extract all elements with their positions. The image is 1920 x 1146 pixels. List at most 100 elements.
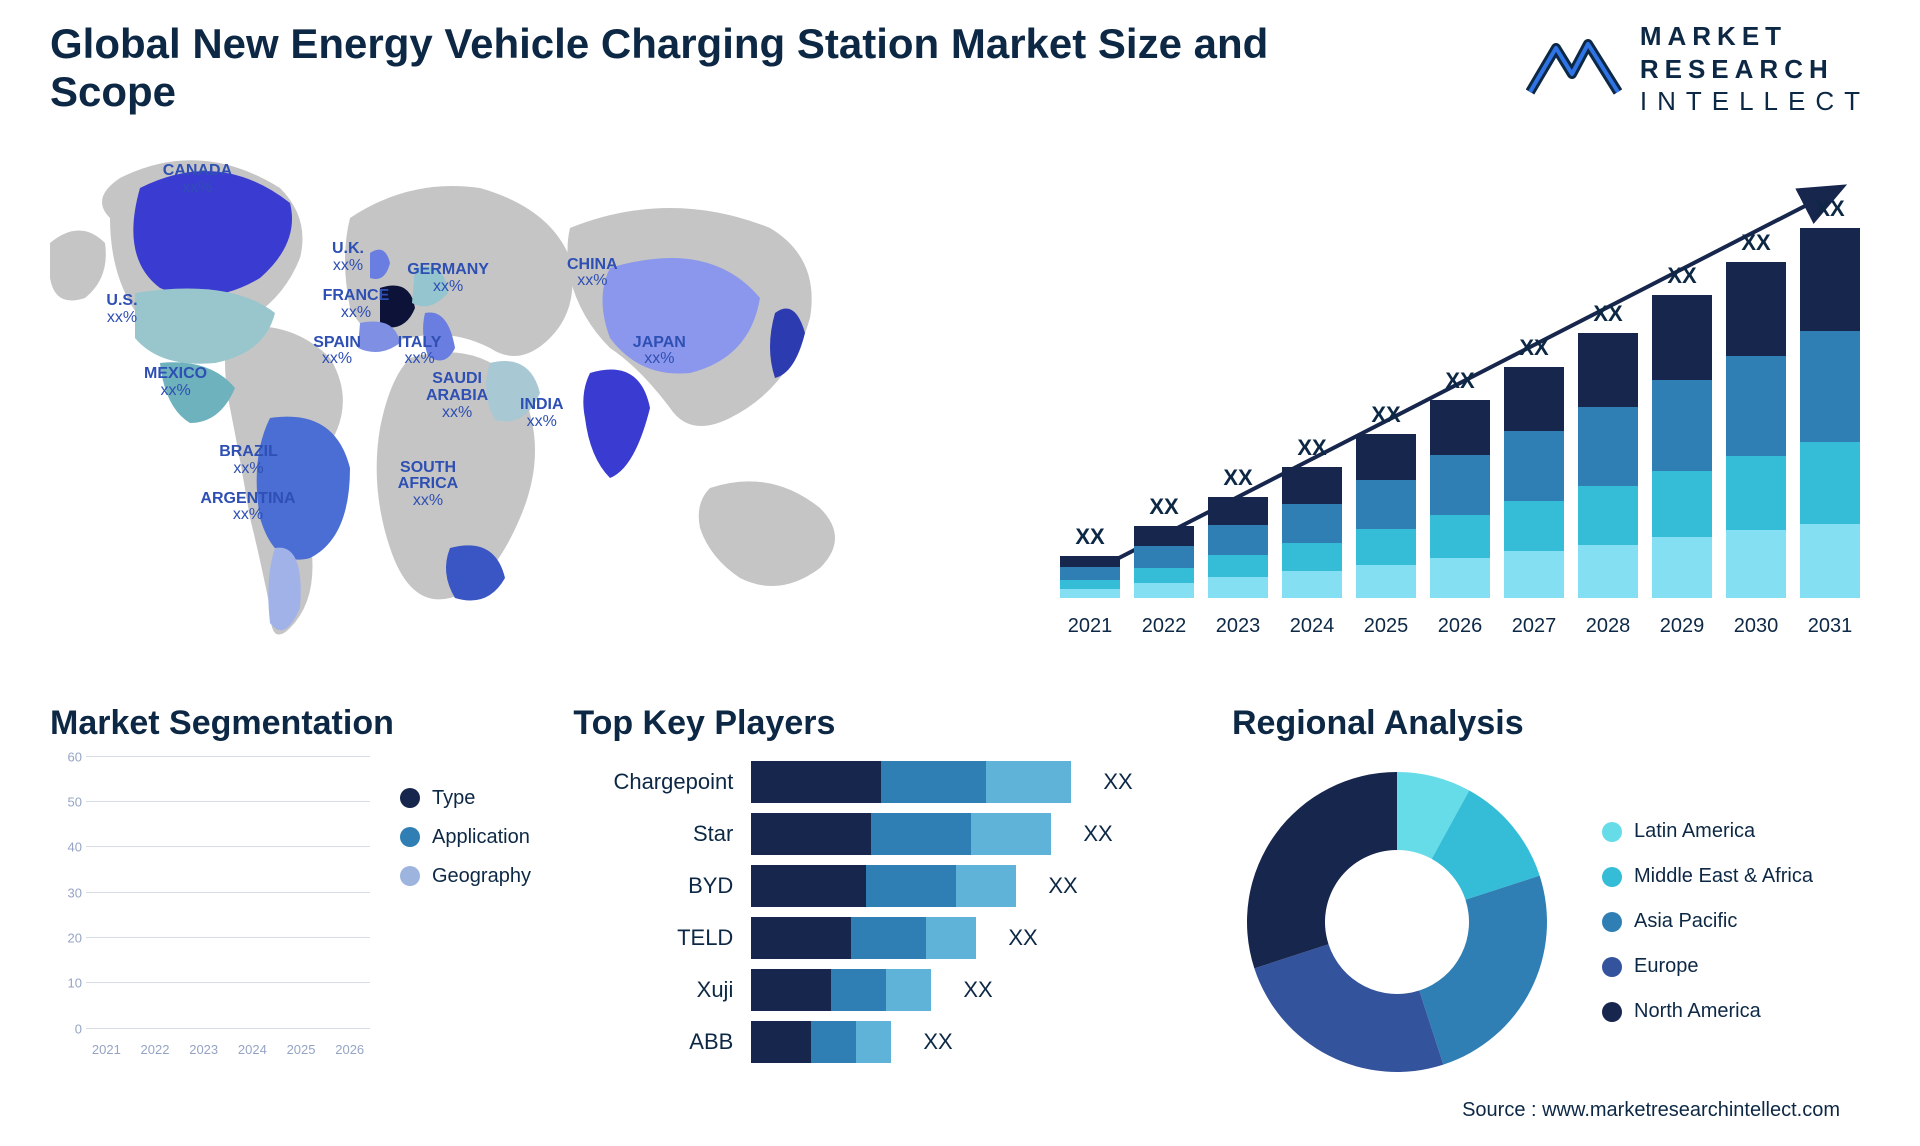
logo-line3: INTELLECT: [1640, 85, 1870, 118]
forecast-bar-value: XX: [1815, 196, 1844, 222]
legend-label: Middle East & Africa: [1634, 865, 1813, 888]
player-bar-segment: [866, 865, 956, 907]
legend-swatch: [400, 788, 420, 808]
forecast-bar-segment: [1282, 467, 1342, 503]
regional-legend: Latin AmericaMiddle East & AfricaAsia Pa…: [1602, 820, 1813, 1023]
forecast-xlabel: 2026: [1430, 615, 1490, 638]
forecast-xlabel: 2022: [1134, 615, 1194, 638]
forecast-bar-segment: [1504, 501, 1564, 552]
forecast-bar-segment: [1356, 565, 1416, 598]
regional-analysis-panel: Regional Analysis Latin America Middle Ea…: [1232, 704, 1870, 1087]
key-players-title: Top Key Players: [573, 704, 1192, 743]
legend-swatch: [1602, 822, 1622, 842]
player-bar-segment: [751, 761, 881, 803]
forecast-bar: XX: [1208, 465, 1268, 598]
legend-swatch: [1602, 957, 1622, 977]
seg-ytick: 30: [68, 885, 82, 900]
map-label-pct: xx%: [323, 305, 390, 322]
player-bar-segment: [886, 969, 931, 1011]
player-bar-segment: [871, 813, 971, 855]
map-label-name: CANADA: [163, 162, 232, 179]
page-title: Global New Energy Vehicle Charging Stati…: [50, 20, 1350, 117]
forecast-xlabel: 2024: [1282, 615, 1342, 638]
forecast-bar-segment: [1060, 580, 1120, 589]
player-bar-segment: [831, 969, 886, 1011]
map-label-pct: xx%: [567, 273, 618, 290]
map-country-india: [583, 369, 650, 477]
map-label-pct: xx%: [200, 507, 295, 524]
map-label-name: JAPAN: [633, 334, 686, 351]
player-bar-segment: [986, 761, 1071, 803]
map-label-name: MEXICO: [144, 365, 207, 382]
legend-item: Application: [400, 826, 531, 849]
map-label-pct: xx%: [332, 258, 364, 275]
map-label-argentina: ARGENTINAxx%: [200, 491, 295, 525]
map-label-pct: xx%: [407, 279, 489, 296]
forecast-bar-segment: [1504, 367, 1564, 432]
forecast-xlabel: 2027: [1504, 615, 1564, 638]
regional-donut: [1232, 757, 1562, 1087]
market-size-chart: XXXXXXXXXXXXXXXXXXXXXX 20212022202320242…: [1050, 148, 1870, 638]
forecast-xlabel: 2021: [1060, 615, 1120, 638]
segmentation-title: Market Segmentation: [50, 704, 533, 743]
map-label-brazil: BRAZILxx%: [219, 444, 278, 478]
forecast-bar-segment: [1430, 558, 1490, 597]
map-label-safrica: SOUTHAFRICAxx%: [398, 460, 458, 510]
map-label-pct: xx%: [219, 461, 278, 478]
map-label-name: GERMANY: [407, 261, 489, 278]
forecast-bar: XX: [1652, 263, 1712, 597]
donut-slice: [1247, 772, 1397, 968]
map-label-france: FRANCExx%: [323, 288, 390, 322]
player-name: ABB: [573, 1029, 733, 1055]
brand-logo: MARKET RESEARCH INTELLECT: [1526, 20, 1870, 118]
forecast-bar-segment: [1134, 583, 1194, 597]
legend-label: Europe: [1634, 955, 1699, 978]
forecast-bar-segment: [1060, 556, 1120, 568]
forecast-bar-segment: [1578, 407, 1638, 486]
map-label-pct: xx%: [398, 351, 442, 368]
seg-ytick: 50: [68, 794, 82, 809]
forecast-bar-segment: [1504, 551, 1564, 597]
forecast-bar: XX: [1430, 368, 1490, 597]
map-label-italy: ITALYxx%: [398, 335, 442, 369]
forecast-bar-segment: [1208, 555, 1268, 577]
legend-item: North America: [1602, 1000, 1813, 1023]
forecast-bar-segment: [1726, 530, 1786, 597]
map-label-name: INDIA: [520, 396, 564, 413]
seg-xtick: 2022: [135, 1042, 176, 1057]
forecast-xlabel: 2023: [1208, 615, 1268, 638]
logo-line2: RESEARCH: [1640, 53, 1870, 86]
forecast-xlabel: 2028: [1578, 615, 1638, 638]
forecast-bar-segment: [1800, 331, 1860, 442]
map-label-japan: JAPANxx%: [633, 335, 686, 369]
seg-xtick: 2024: [232, 1042, 273, 1057]
forecast-bar-segment: [1282, 504, 1342, 543]
forecast-bar: XX: [1060, 524, 1120, 598]
segmentation-panel: Market Segmentation 0102030405060 202120…: [50, 704, 533, 1087]
world-map: CANADAxx%U.S.xx%MEXICOxx%BRAZILxx%ARGENT…: [50, 148, 990, 668]
forecast-bar-segment: [1578, 333, 1638, 407]
legend-label: Type: [432, 787, 475, 810]
forecast-bar-segment: [1060, 567, 1120, 580]
logo-icon: [1526, 34, 1622, 104]
map-label-name: FRANCE: [323, 287, 390, 304]
map-label-pct: xx%: [520, 414, 564, 431]
regional-title: Regional Analysis: [1232, 704, 1870, 743]
forecast-bar-segment: [1356, 480, 1416, 529]
map-label-name: SAUDIARABIA: [426, 370, 488, 404]
player-bar-segment: [956, 865, 1016, 907]
player-value: XX: [923, 1029, 952, 1055]
seg-ytick: 10: [68, 976, 82, 991]
forecast-xlabel: 2025: [1356, 615, 1416, 638]
map-label-pct: xx%: [313, 351, 361, 368]
player-name: Chargepoint: [573, 769, 733, 795]
legend-item: Geography: [400, 865, 531, 888]
key-players-panel: Top Key Players ChargepointXXStarXXBYDXX…: [573, 704, 1192, 1087]
forecast-bar-segment: [1652, 295, 1712, 380]
player-bar-segment: [751, 813, 871, 855]
forecast-bar-value: XX: [1223, 465, 1252, 491]
forecast-bar: XX: [1726, 230, 1786, 598]
seg-xtick: 2021: [86, 1042, 127, 1057]
legend-label: Latin America: [1634, 820, 1755, 843]
forecast-bar-segment: [1578, 545, 1638, 598]
